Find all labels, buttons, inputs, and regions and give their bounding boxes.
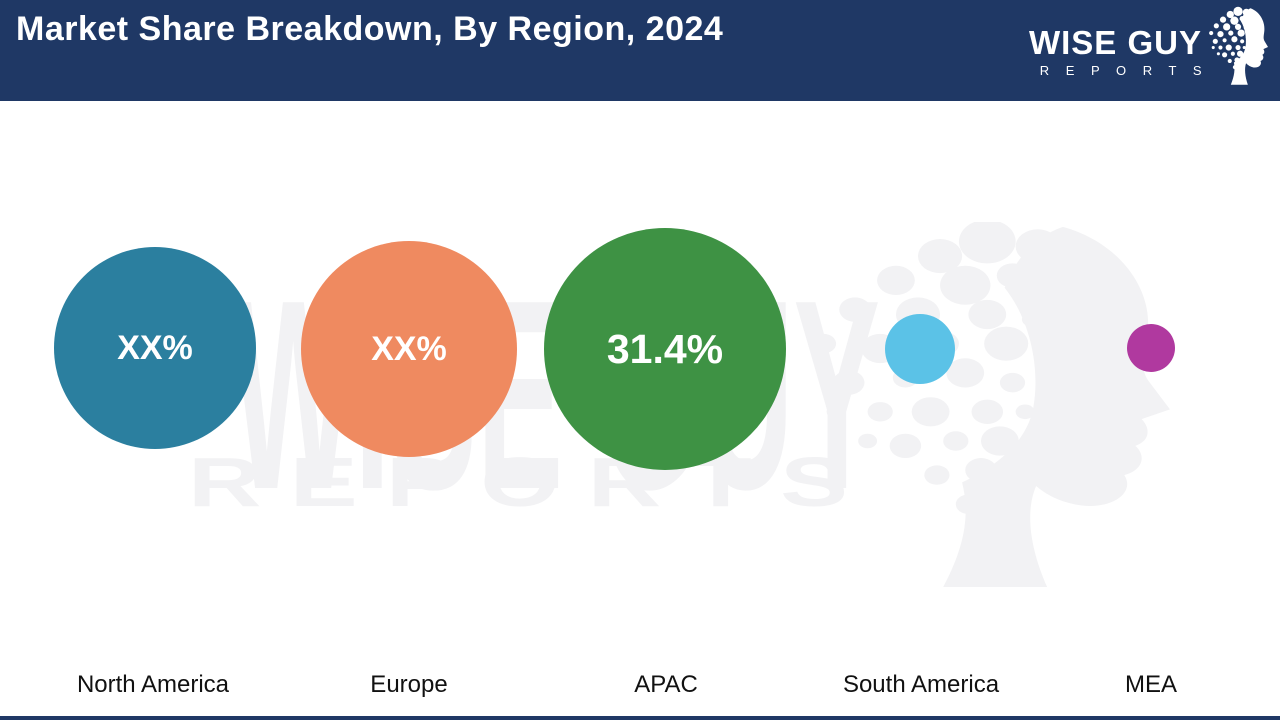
category-label-apac: APAC [634, 671, 698, 698]
category-label-mea: MEA [1124, 671, 1178, 698]
bubble-value-label: XX% [371, 329, 447, 368]
bubble-value-label: 31.4% [606, 325, 724, 372]
brand-logo-text: WISE GUY R E P O R T S [1029, 26, 1202, 78]
brand-logo: WISE GUY R E P O R T S [1029, 3, 1268, 89]
bubble-south-america [885, 314, 955, 384]
footer-bar [0, 716, 1280, 720]
category-label-europe: Europe [370, 671, 448, 698]
watermark-head-icon [810, 222, 1170, 587]
bubble-apac: 31.4% [544, 228, 786, 470]
watermark-reports: R E P O R T S [188, 443, 848, 521]
brand-name: WISE GUY [1028, 24, 1202, 61]
brand-subtitle: R E P O R T S [1039, 63, 1208, 78]
bubble-mea [1127, 324, 1175, 372]
category-label-south-america: South America [842, 671, 1000, 698]
page-title: Market Share Breakdown, By Region, 2024 [16, 10, 724, 48]
header-bar: Market Share Breakdown, By Region, 2024 … [0, 0, 1280, 101]
bubble-value-label: XX% [117, 328, 193, 367]
bubble-europe: XX% [301, 241, 517, 457]
category-label-north-america: North America [76, 671, 230, 698]
brand-head-icon [1209, 6, 1268, 85]
bubble-north-america: XX% [54, 247, 256, 449]
